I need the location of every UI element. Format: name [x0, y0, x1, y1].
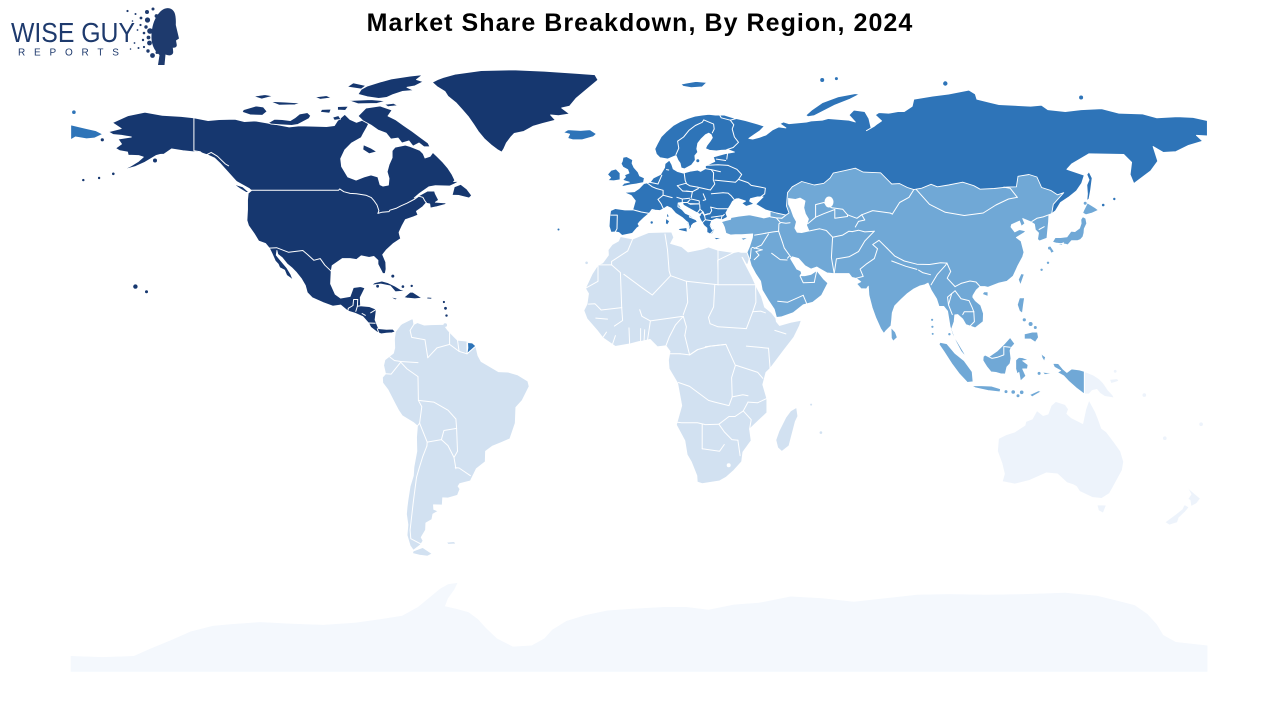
svg-text:REPORTS: REPORTS: [18, 48, 128, 59]
svg-text:WISE GUY: WISE GUY: [11, 17, 135, 49]
